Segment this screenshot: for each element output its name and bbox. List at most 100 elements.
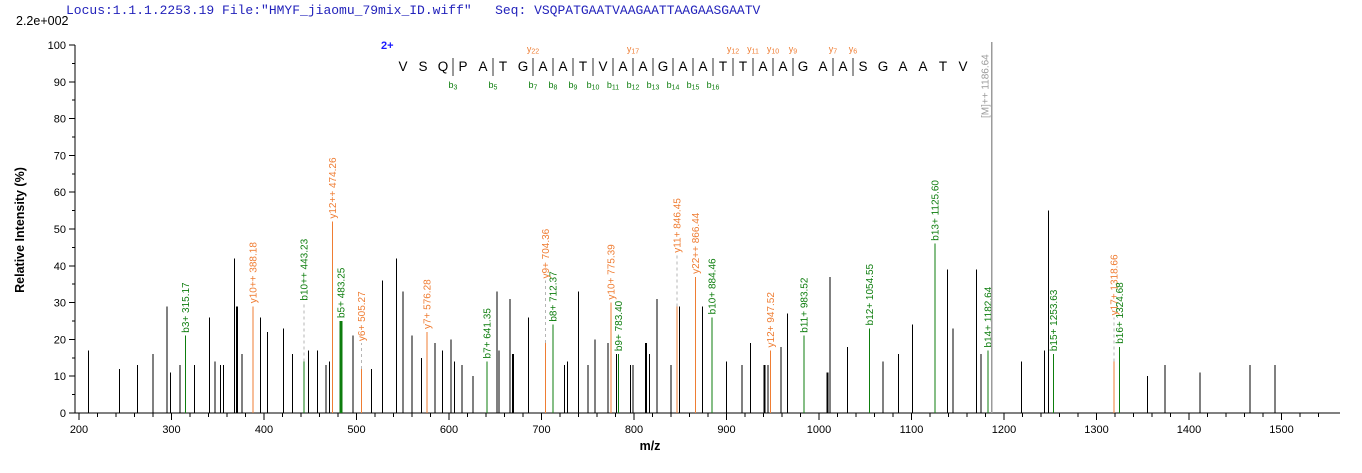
sequence-residue: A (778, 59, 787, 74)
sequence-residue: A (538, 59, 547, 74)
b-ion-tag: b7 (529, 80, 538, 92)
y-ion-tag: y6 (849, 44, 858, 56)
axis-tick-label: 100 (48, 40, 66, 52)
peak-label-y10+: y10+ 775.39 (607, 244, 618, 300)
peak-label-b8+: b8+ 712.37 (548, 271, 559, 322)
axis-tick-label: 300 (162, 424, 180, 436)
sequence-residue: G (798, 59, 809, 74)
sequence-residue: Q (438, 59, 449, 74)
header-locus-file-seq: Locus:1.1.1.2253.19 File:"HMYF_jiaomu_79… (66, 3, 761, 18)
peak-label-y22++: y22++ 866.44 (691, 212, 702, 274)
axis-tick-label: 500 (347, 424, 365, 436)
axis-tick-label: 80 (54, 114, 66, 126)
sequence-residue: V (398, 59, 407, 74)
sequence-residue: A (898, 59, 907, 74)
sequence-residue: S (858, 59, 867, 74)
axis-tick-label: 800 (625, 424, 643, 436)
sequence-residue: G (518, 59, 529, 74)
sequence-residue: P (458, 59, 467, 74)
b-ion-tag: b14 (667, 80, 680, 92)
peak-label-b16+: b16+ 1324.68 (1115, 282, 1126, 344)
b-ion-tag: b15 (687, 80, 700, 92)
sequence-residue: A (818, 59, 827, 74)
peak-label-b15+: b15+ 1253.63 (1049, 289, 1060, 351)
b-ion-tag: b3 (449, 80, 458, 92)
y-ion-tag: y11 (747, 44, 759, 56)
peak-label-b10+: b10+ 884.46 (708, 258, 719, 314)
axis-tick-label: 700 (532, 424, 550, 436)
peak-label-b11+: b11+ 983.52 (799, 277, 810, 333)
sequence-residue: G (878, 59, 889, 74)
peak-label-y7+: y7+ 576.28 (423, 279, 434, 329)
b-ion-tag: b16 (707, 80, 720, 92)
y-ion-tag: y10 (767, 44, 779, 56)
sequence-residue: V (598, 59, 607, 74)
axis-tick-label: 600 (440, 424, 458, 436)
sequence-residue: T (719, 59, 727, 74)
sequence-residue: G (658, 59, 669, 74)
peak-label-b10++: b10++ 443.23 (299, 238, 310, 300)
axis-tick-label: 1000 (807, 424, 831, 436)
axis-tick-label: 60 (54, 187, 66, 199)
peak-label-y17+: y17+ 1318.66 (1109, 254, 1120, 315)
axis-tick-label: 200 (70, 424, 88, 436)
precursor-label: [M]++ 1186.64 (981, 54, 992, 118)
x-axis-title: m/z (640, 439, 661, 453)
axis-tick-label: 10 (54, 371, 66, 383)
peak-label-b12+: b12+ 1054.55 (865, 263, 876, 325)
y-axis-title: Relative Intensity (%) (13, 167, 27, 293)
b-ion-tag: b11 (607, 80, 619, 92)
sequence-residue: A (678, 59, 687, 74)
b-ion-tag: b12 (627, 80, 640, 92)
peak-label-b9+: b9+ 783.40 (614, 300, 625, 351)
axis-tick-label: 400 (255, 424, 273, 436)
peak-label-b5+: b5+ 483.25 (337, 267, 348, 318)
sequence-residue: A (838, 59, 847, 74)
axis-tick-label: 1100 (900, 424, 924, 436)
sequence-residue: A (478, 59, 487, 74)
sequence-residue: T (579, 59, 587, 74)
sequence-residue: A (618, 59, 627, 74)
b-ion-tag: b10 (587, 80, 600, 92)
y-ion-tag: y12 (727, 44, 739, 56)
axis-tick-label: 90 (54, 77, 66, 89)
sequence-residue: T (739, 59, 747, 74)
axis-tick-label: 30 (54, 298, 66, 310)
sequence-residue: T (499, 59, 507, 74)
peak-label-y12++: y12++ 474.26 (328, 157, 339, 219)
axis-tick-label: 1200 (992, 424, 1016, 436)
axis-tick-label: 20 (54, 334, 66, 346)
peak-label-y11+: y11+ 846.45 (672, 198, 683, 253)
y-ion-tag: y17 (627, 44, 639, 56)
peak-label-y6+: y6+ 505.27 (357, 291, 368, 341)
b-ion-tag: b13 (647, 80, 660, 92)
y-ion-tag: y7 (829, 44, 838, 56)
sequence-residue: T (939, 59, 947, 74)
sequence-residue: A (758, 59, 767, 74)
axis-tick-label: 70 (54, 150, 66, 162)
sequence-residue: A (918, 59, 927, 74)
axis-tick-label: 1400 (1177, 424, 1201, 436)
peak-label-y12+: y12+ 947.52 (766, 292, 777, 348)
axis-tick-label: 50 (54, 224, 66, 236)
sequence-residue: A (698, 59, 707, 74)
sequence-residue: A (638, 59, 647, 74)
peak-label-y9+: y9+ 704.36 (541, 228, 552, 278)
axis-tick-label: 0 (60, 408, 66, 420)
y-ion-tag: y22 (527, 44, 539, 56)
axis-tick-label: 40 (54, 261, 66, 273)
axis-tick-label: 1500 (1269, 424, 1293, 436)
peak-label-y10++: y10++ 388.18 (249, 242, 260, 304)
peak-label-b13+: b13+ 1125.60 (931, 180, 942, 241)
axis-tick-label: 900 (717, 424, 735, 436)
b-ion-tag: b9 (569, 80, 578, 92)
peak-label-b14+: b14+ 1182.64 (983, 286, 994, 347)
sequence-residue: A (558, 59, 567, 74)
sequence-residue: V (958, 59, 967, 74)
peak-label-b7+: b7+ 641.35 (483, 308, 494, 359)
max-intensity-label: 2.2e+002 (16, 14, 69, 28)
axis-tick-label: 1300 (1084, 424, 1108, 436)
sequence-residue: S (418, 59, 427, 74)
precursor-charge-label: 2+ (381, 40, 394, 52)
